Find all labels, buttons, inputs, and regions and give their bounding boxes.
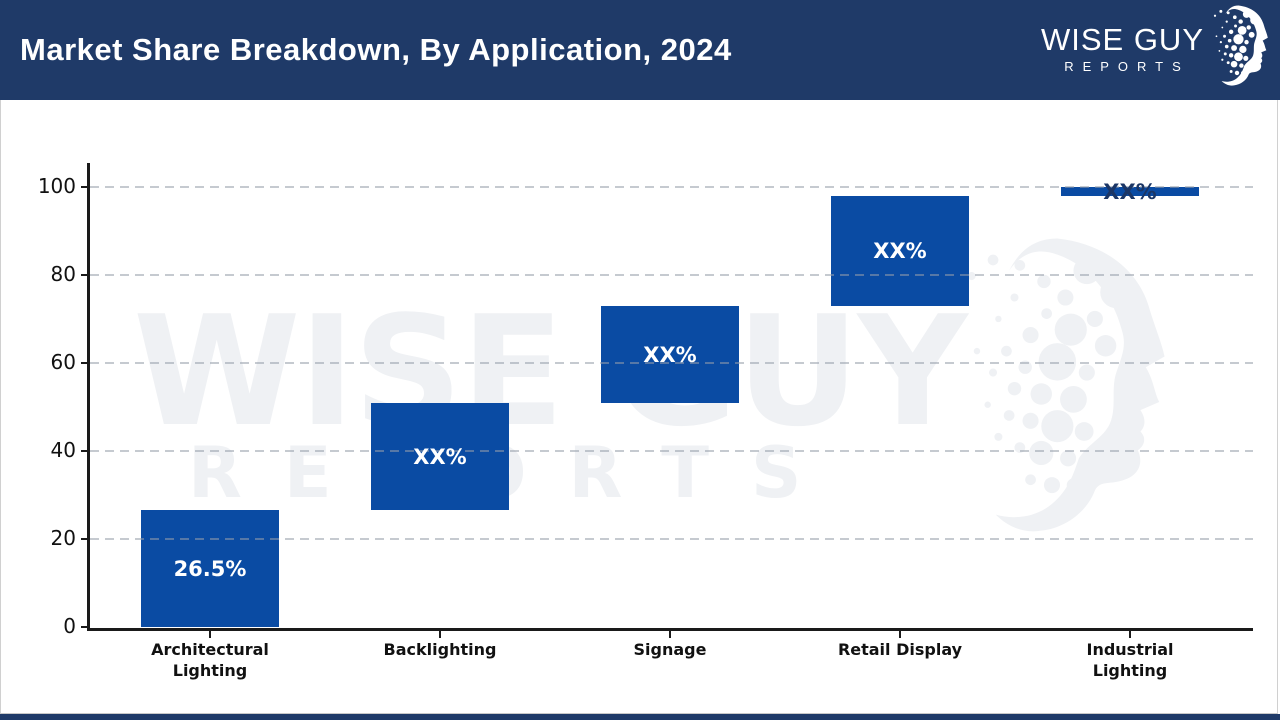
bar-value-label: XX% (873, 239, 927, 263)
bar (141, 510, 279, 627)
x-category-label: Industrial Lighting (1086, 640, 1174, 680)
x-axis-tick (439, 630, 441, 638)
brand-logo: WISE GUY REPORTS (1041, 4, 1274, 92)
y-axis-tick (81, 362, 89, 364)
watermark-brand-subname: REPORTS (188, 432, 844, 514)
bar (1061, 187, 1199, 196)
x-axis-tick (1129, 630, 1131, 638)
x-category-label: Signage (633, 640, 707, 659)
bar-value-label: 26.5% (173, 556, 247, 581)
bar (371, 403, 509, 510)
bar-value-label: XX% (643, 342, 697, 367)
bar (831, 196, 969, 306)
brand-subname: REPORTS (1064, 59, 1190, 74)
brand-name: WISE GUY (1040, 22, 1204, 57)
y-tick-label: 80 (50, 262, 76, 286)
y-tick-label: 60 (50, 350, 76, 374)
grid-line (90, 186, 1253, 188)
footer-bar (0, 714, 1280, 720)
x-category-label: Retail Display (837, 640, 963, 659)
bar-value-label: XX% (413, 444, 467, 469)
grid-line (90, 274, 1253, 276)
grid-line (90, 538, 1253, 540)
page-title: Market Share Breakdown, By Application, … (20, 32, 732, 67)
grid-line (90, 362, 1253, 364)
watermark-head-profile-icon (967, 238, 1165, 532)
x-axis-tick (899, 630, 901, 638)
watermark-brand-name: WISE GUY (133, 283, 968, 460)
y-tick-label: 100 (37, 174, 76, 198)
x-axis-tick (209, 630, 211, 638)
y-axis-tick (81, 450, 89, 452)
y-tick-label: 40 (50, 438, 76, 462)
y-axis-tick (81, 186, 89, 188)
x-axis-tick (669, 630, 671, 638)
y-axis-tick (81, 538, 89, 540)
y-axis-tick (81, 274, 89, 276)
bar-value-label: XX% (1103, 179, 1157, 204)
y-axis-tick (81, 626, 89, 628)
y-axis-line (87, 163, 90, 631)
y-tick-label: 0 (63, 614, 76, 638)
header-bar: Market Share Breakdown, By Application, … (0, 0, 1280, 100)
head-profile-icon (1213, 5, 1268, 86)
grid-line (90, 450, 1253, 452)
brand-logo-text: WISE GUY REPORTS (1041, 22, 1204, 74)
x-axis-line (87, 628, 1253, 631)
y-tick-label: 20 (50, 526, 76, 550)
x-category-label: Backlighting (383, 640, 497, 659)
bar (601, 306, 739, 403)
x-category-label: Architectural Lighting (151, 640, 269, 680)
